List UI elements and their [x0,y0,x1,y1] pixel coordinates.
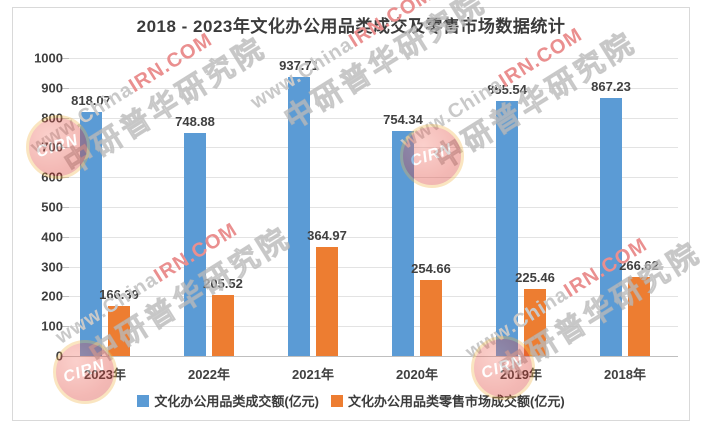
value-label-series1-2019年: 855.54 [487,82,527,97]
legend-label-series2: 文化办公用品类零售市场成交额(亿元) [348,394,565,409]
gridline-600 [69,177,678,179]
bar-series2-2022年 [212,295,234,356]
y-axis-label-100: 100 [41,318,63,334]
value-label-series1-2022年: 748.88 [175,114,215,129]
gridline-100 [69,326,678,328]
value-label-series2-2023年: 166.39 [99,287,139,302]
y-axis-label-400: 400 [41,229,63,245]
bar-series1-2018年 [600,98,622,356]
bar-series1-2020年 [392,131,414,356]
y-tick-900 [62,87,69,89]
y-tick-1000 [62,58,69,59]
x-axis-label-2018年: 2018年 [604,367,646,382]
y-axis-label-1000: 1000 [34,50,63,66]
bar-series1-2023年 [80,112,102,356]
value-label-series1-2021年: 937.71 [279,58,319,73]
y-axis-label-200: 200 [41,288,63,304]
bar-series2-2020年 [420,280,442,356]
legend-swatch-series2 [331,394,343,407]
gridline-800 [69,117,678,119]
y-axis-label-300: 300 [41,259,63,275]
y-axis-label-500: 500 [41,199,63,215]
value-label-series2-2022年: 205.52 [203,276,243,291]
gridline-400 [69,236,678,238]
y-tick-800 [62,117,69,119]
x-axis-label-2023年: 2023年 [84,367,126,382]
y-tick-400 [62,236,69,238]
y-tick-600 [62,177,69,179]
bar-series1-2021年 [288,77,310,356]
y-tick-100 [62,326,69,328]
gridline-500 [69,207,678,208]
y-tick-700 [62,147,69,149]
gridline-1000 [69,58,678,59]
x-axis-label-2021年: 2021年 [292,367,334,382]
bar-series1-2022年 [184,133,206,356]
y-axis-label-700: 700 [41,139,63,155]
gridline-300 [69,266,678,268]
gridline-200 [69,296,678,298]
y-tick-300 [62,266,69,268]
y-axis-label-800: 800 [41,110,63,126]
x-axis-label-2022年: 2022年 [188,367,230,382]
legend: 文化办公用品类成交额(亿元) 文化办公用品类零售市场成交额(亿元) [13,391,689,410]
value-label-series2-2020年: 254.66 [411,261,451,276]
gridline-700 [69,147,678,149]
legend-item-series2: 文化办公用品类零售市场成交额(亿元) [331,391,565,410]
y-tick-200 [62,296,69,298]
plot-area: 0 100 200 300 400 500 600 700 800 900 1000 818.07 16… [13,8,689,420]
value-label-series2-2021年: 364.97 [307,228,347,243]
y-axis-label-900: 900 [41,80,63,96]
chart-title: 2018 - 2023年文化办公用品类成交及零售市场数据统计 [136,17,566,36]
y-axis-label-0: 0 [55,348,63,364]
y-tick-0 [62,356,69,357]
y-axis-label-600: 600 [41,169,63,185]
value-label-series1-2023年: 818.07 [71,93,111,108]
value-label-series1-2018年: 867.23 [591,79,631,94]
legend-label-series1: 文化办公用品类成交额(亿元) [154,394,319,409]
x-axis-label-2020年: 2020年 [396,367,438,382]
value-label-series2-2019年: 225.46 [515,270,555,285]
gridline-900 [69,87,678,89]
y-tick-500 [62,207,69,208]
bar-series2-2019年 [524,289,546,356]
value-label-series1-2020年: 754.34 [383,112,423,127]
bar-series2-2023年 [108,306,130,356]
gridline-0 [69,356,678,357]
legend-swatch-series1 [137,394,150,407]
legend-item-series1: 文化办公用品类成交额(亿元) [137,391,319,410]
bar-series2-2018年 [628,277,650,356]
bar-series2-2021年 [316,247,338,356]
x-axis-label-2019年: 2019年 [500,367,542,382]
value-label-series2-2018年: 266.62 [619,258,659,273]
chart-frame: 2018 - 2023年文化办公用品类成交及零售市场数据统计 0 100 200 30… [12,7,690,421]
bar-series1-2019年 [496,101,518,356]
